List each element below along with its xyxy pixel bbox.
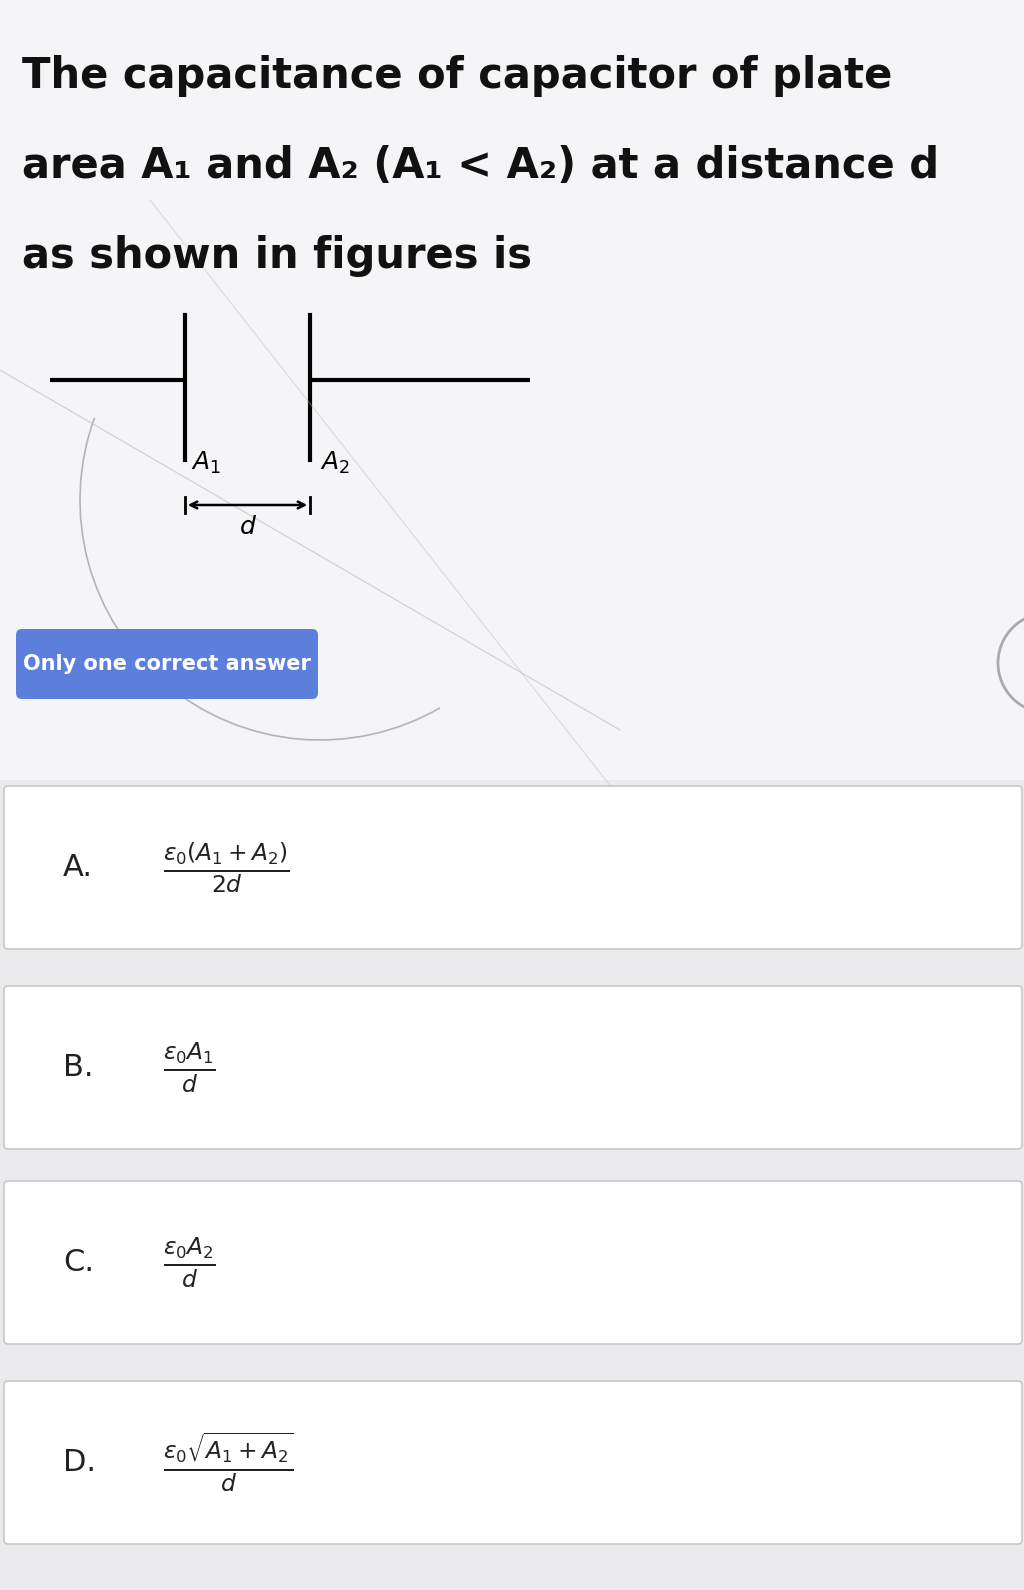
Text: The capacitance of capacitor of plate: The capacitance of capacitor of plate [22,56,892,97]
Text: $d$: $d$ [239,515,256,539]
FancyBboxPatch shape [16,630,318,700]
Text: A.: A. [63,852,93,882]
FancyBboxPatch shape [0,781,1024,1590]
Text: as shown in figures is: as shown in figures is [22,235,532,277]
Text: C.: C. [63,1248,94,1277]
Text: B.: B. [63,1053,93,1083]
FancyBboxPatch shape [4,785,1022,949]
FancyBboxPatch shape [4,986,1022,1150]
Text: $\frac{\varepsilon_0 A_1}{d}$: $\frac{\varepsilon_0 A_1}{d}$ [163,1040,216,1094]
Text: D.: D. [63,1448,96,1477]
Text: Only one correct answer: Only one correct answer [24,653,311,674]
Text: $\frac{\varepsilon_0(A_1+A_2)}{2d}$: $\frac{\varepsilon_0(A_1+A_2)}{2d}$ [163,840,290,895]
Text: $A_2$: $A_2$ [319,450,350,475]
FancyBboxPatch shape [4,1181,1022,1344]
Text: $A_1$: $A_1$ [191,450,221,475]
FancyBboxPatch shape [4,1382,1022,1544]
Text: area A₁ and A₂ (A₁ < A₂) at a distance d: area A₁ and A₂ (A₁ < A₂) at a distance d [22,145,939,188]
Text: $\frac{\varepsilon_0 A_2}{d}$: $\frac{\varepsilon_0 A_2}{d}$ [163,1235,216,1289]
FancyBboxPatch shape [0,0,1024,781]
Text: $\frac{\varepsilon_0\sqrt{A_1+A_2}}{d}$: $\frac{\varepsilon_0\sqrt{A_1+A_2}}{d}$ [163,1431,294,1495]
